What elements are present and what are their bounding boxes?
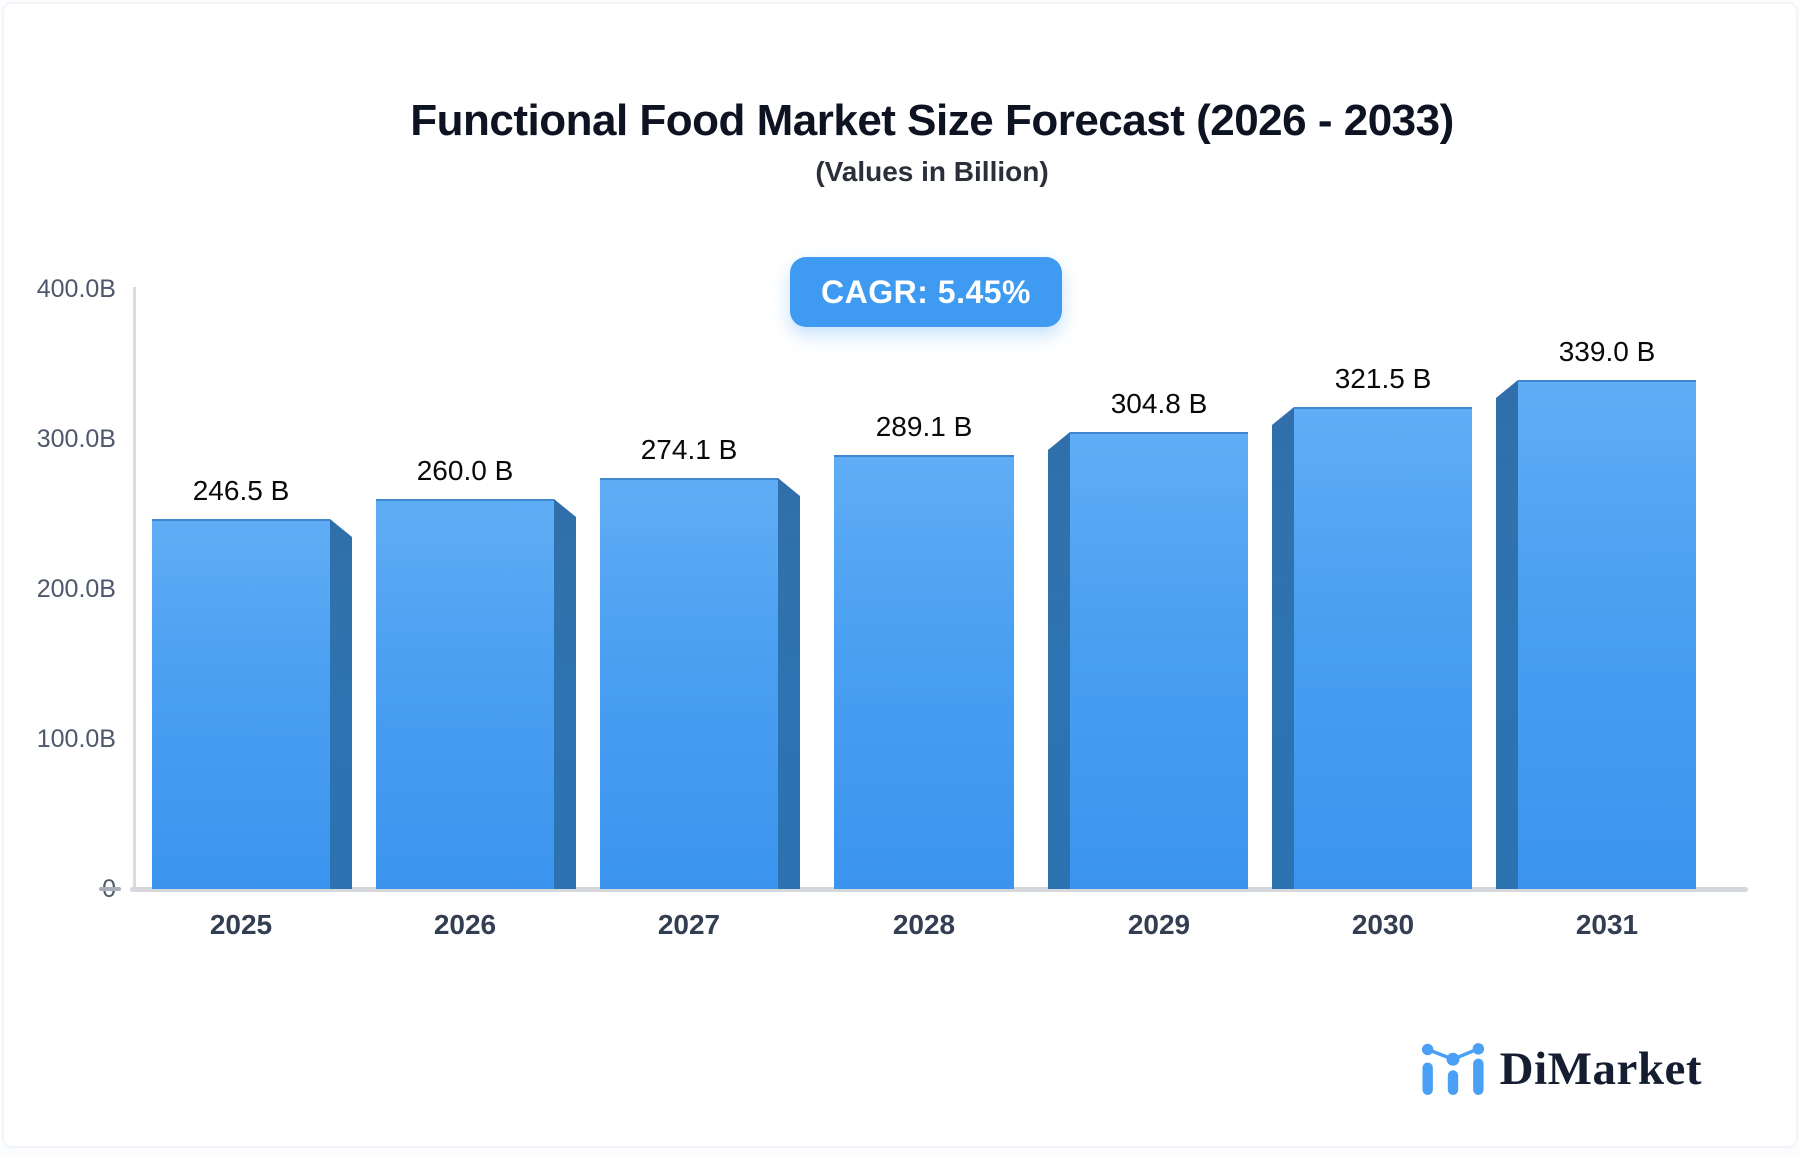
cagr-badge: CAGR: 5.45%	[790, 257, 1062, 327]
bar-value-label: 321.5 B	[1334, 363, 1432, 394]
bar-value-label: 274.1 B	[640, 434, 738, 465]
chart-title: Functional Food Market Size Forecast (20…	[410, 96, 1454, 145]
bar-value-label: 289.1 B	[875, 411, 973, 442]
chart-subtitle: (Values in Billion)	[815, 156, 1049, 187]
dimarket-logo-icon	[1421, 1043, 1484, 1095]
x-axis-label-2029: 2029	[1127, 909, 1191, 940]
y-axis-line	[133, 287, 136, 889]
y-tick-label: 400.0B	[36, 275, 116, 303]
bar-2026[interactable]	[376, 499, 554, 889]
x-axis-label-2025: 2025	[209, 909, 273, 940]
bar-2031[interactable]	[1518, 380, 1696, 889]
x-axis-label-2026: 2026	[433, 909, 497, 940]
y-tick-label: 300.0B	[36, 425, 116, 453]
x-axis-label-2027: 2027	[657, 909, 721, 940]
bar-2030[interactable]	[1294, 407, 1472, 889]
bar-2028[interactable]	[834, 455, 1014, 889]
bar-3d-side-2030	[1272, 407, 1294, 889]
bar-2027[interactable]	[600, 478, 778, 889]
bar-2025[interactable]	[152, 519, 330, 889]
bar-3d-side-2026	[554, 499, 576, 889]
zero-tick-mark	[99, 887, 121, 891]
bar-3d-side-2029	[1048, 432, 1070, 889]
bar-value-label: 246.5 B	[192, 475, 290, 506]
x-axis-line	[130, 887, 1748, 892]
bar-2029[interactable]	[1070, 432, 1248, 889]
brand-footer: DiMarket	[1420, 1042, 1702, 1096]
y-tick-label: 100.0B	[36, 725, 116, 753]
bar-value-label: 304.8 B	[1110, 388, 1208, 419]
x-axis-label-2028: 2028	[892, 909, 956, 940]
bar-3d-side-2025	[330, 519, 352, 889]
brand-name: DiMarket	[1499, 1043, 1702, 1095]
bar-3d-side-2031	[1496, 380, 1518, 889]
bar-3d-side-2027	[778, 478, 800, 889]
x-axis-label-2031: 2031	[1575, 909, 1639, 940]
x-axis-label-2030: 2030	[1351, 909, 1415, 940]
bar-value-label: 260.0 B	[416, 455, 514, 486]
bar-value-label: 339.0 B	[1558, 336, 1656, 367]
y-tick-label: 200.0B	[36, 575, 116, 603]
